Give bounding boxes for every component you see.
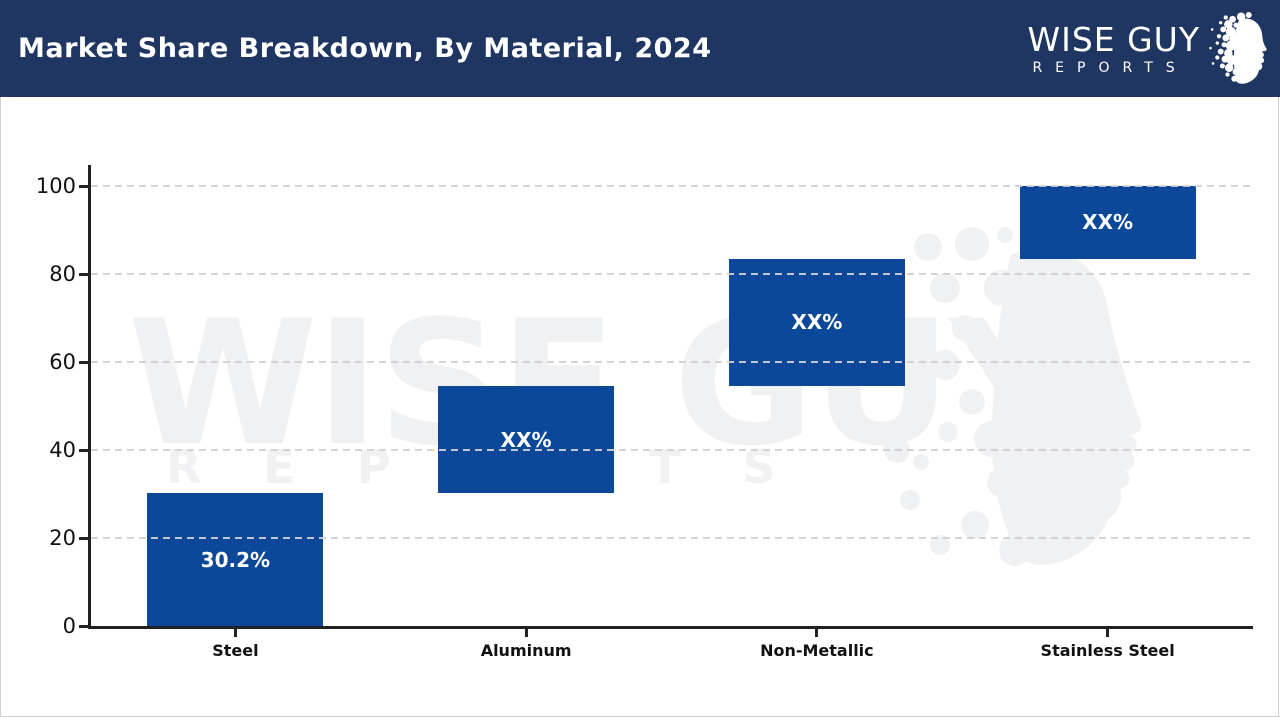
bar-value-label: XX% xyxy=(1082,210,1134,235)
x-axis-category-label: Non-Metallic xyxy=(760,641,874,660)
bar-value-label: XX% xyxy=(791,310,843,335)
y-axis-tick xyxy=(79,537,88,540)
page-title: Market Share Breakdown, By Material, 202… xyxy=(18,33,712,64)
y-gridline xyxy=(91,361,1253,363)
y-axis-tick-label: 20 xyxy=(49,526,76,550)
header-bar: Market Share Breakdown, By Material, 202… xyxy=(0,0,1280,97)
y-axis-tick-label: 0 xyxy=(62,614,76,638)
frame-border-right xyxy=(1278,97,1279,717)
logo-subtext: REPORTS xyxy=(1032,60,1188,76)
x-axis-tick xyxy=(233,629,237,637)
bar-non-metallic xyxy=(728,258,905,387)
y-axis-line xyxy=(88,165,91,629)
y-axis-tick-label: 100 xyxy=(35,174,76,198)
bar-value-label: XX% xyxy=(500,427,552,452)
y-gridline xyxy=(91,273,1253,275)
y-gridline xyxy=(91,185,1253,187)
bar-value-label: 30.2% xyxy=(200,547,271,572)
bar-aluminum xyxy=(438,386,615,494)
y-axis-tick-label: 40 xyxy=(49,438,76,462)
y-axis-tick xyxy=(79,625,88,628)
wise-guy-reports-logo: WISE GUY REPORTS xyxy=(1027,6,1270,92)
y-axis-tick xyxy=(79,449,88,452)
x-axis-tick xyxy=(815,629,819,637)
y-gridline xyxy=(91,449,1253,451)
x-axis-category-label: Aluminum xyxy=(480,641,572,660)
x-axis-tick xyxy=(1106,629,1110,637)
logo-wordmark: WISE GUY xyxy=(1027,20,1200,59)
logo-text: WISE GUY REPORTS xyxy=(1027,20,1200,77)
y-axis-tick xyxy=(79,185,88,188)
frame-border-bottom xyxy=(0,716,1280,717)
y-axis-tick xyxy=(79,361,88,364)
x-axis-line xyxy=(88,626,1253,629)
x-axis-category-label: Stainless Steel xyxy=(1040,641,1175,660)
x-axis-category-label: Steel xyxy=(212,641,259,660)
bar-steel xyxy=(147,493,324,626)
y-axis-tick-label: 80 xyxy=(49,262,76,286)
x-axis-tick xyxy=(524,629,528,637)
watermark-head-icon xyxy=(884,227,1142,566)
frame-border-left xyxy=(0,97,1,717)
y-axis-tick-label: 60 xyxy=(49,350,76,374)
bar-stainless-steel xyxy=(1019,186,1196,259)
logo-head-icon xyxy=(1209,12,1267,84)
y-axis-tick xyxy=(79,273,88,276)
y-gridline xyxy=(91,537,1253,539)
